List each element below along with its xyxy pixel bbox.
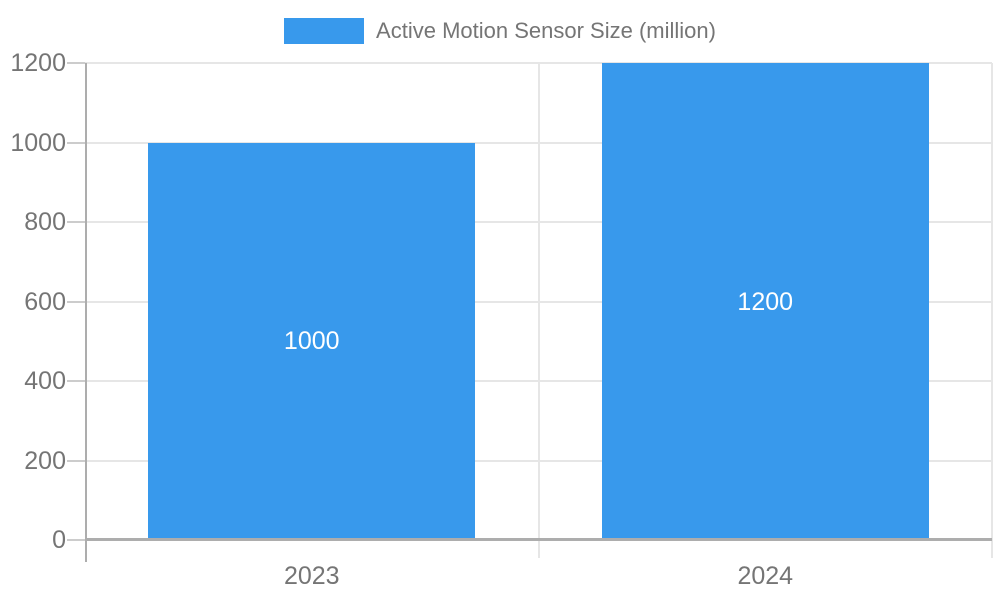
bar-2024: 1200 [601, 63, 929, 540]
y-tick [67, 380, 85, 382]
bar-value-label: 1200 [737, 287, 794, 316]
y-tick [67, 141, 85, 144]
x-tick-label: 2024 [737, 562, 794, 590]
y-tick-label: 800 [24, 208, 66, 236]
y-tick-label: 600 [24, 287, 66, 316]
bar-2023: 1000 [148, 142, 475, 540]
y-tick-label: 200 [24, 446, 66, 475]
y-tick-label: 400 [24, 367, 66, 395]
legend-swatch [284, 17, 365, 44]
y-tick [67, 62, 85, 64]
x-tick [991, 540, 993, 558]
legend: Active Motion Sensor Size (million) [0, 17, 1000, 44]
y-axis-labels: 0 200 400 600 800 1000 1200 [10, 49, 992, 554]
y-axis-line [85, 63, 87, 562]
grid-layer [67, 62, 993, 558]
x-tick [537, 540, 540, 558]
y-tick-label: 1200 [10, 49, 66, 77]
x-gridline [537, 63, 540, 540]
y-tick-label: 0 [52, 526, 66, 554]
y-tick [67, 221, 85, 223]
plot-area: 1000 1200 0 200 400 600 800 1000 1200 2023 2024 [10, 49, 993, 590]
bar-value-label: 1000 [283, 327, 340, 356]
x-gridline [991, 63, 993, 540]
x-axis-line [85, 538, 992, 541]
bars-layer: 1000 1200 [85, 63, 992, 540]
y-tick [67, 459, 85, 462]
x-tick-label: 2023 [283, 562, 340, 590]
x-axis-labels: 2023 2024 [85, 63, 992, 590]
y-tick [67, 300, 85, 303]
legend-label: Active Motion Sensor Size (million) [376, 18, 716, 43]
y-tick [67, 539, 85, 541]
y-tick-label: 1000 [10, 128, 66, 157]
